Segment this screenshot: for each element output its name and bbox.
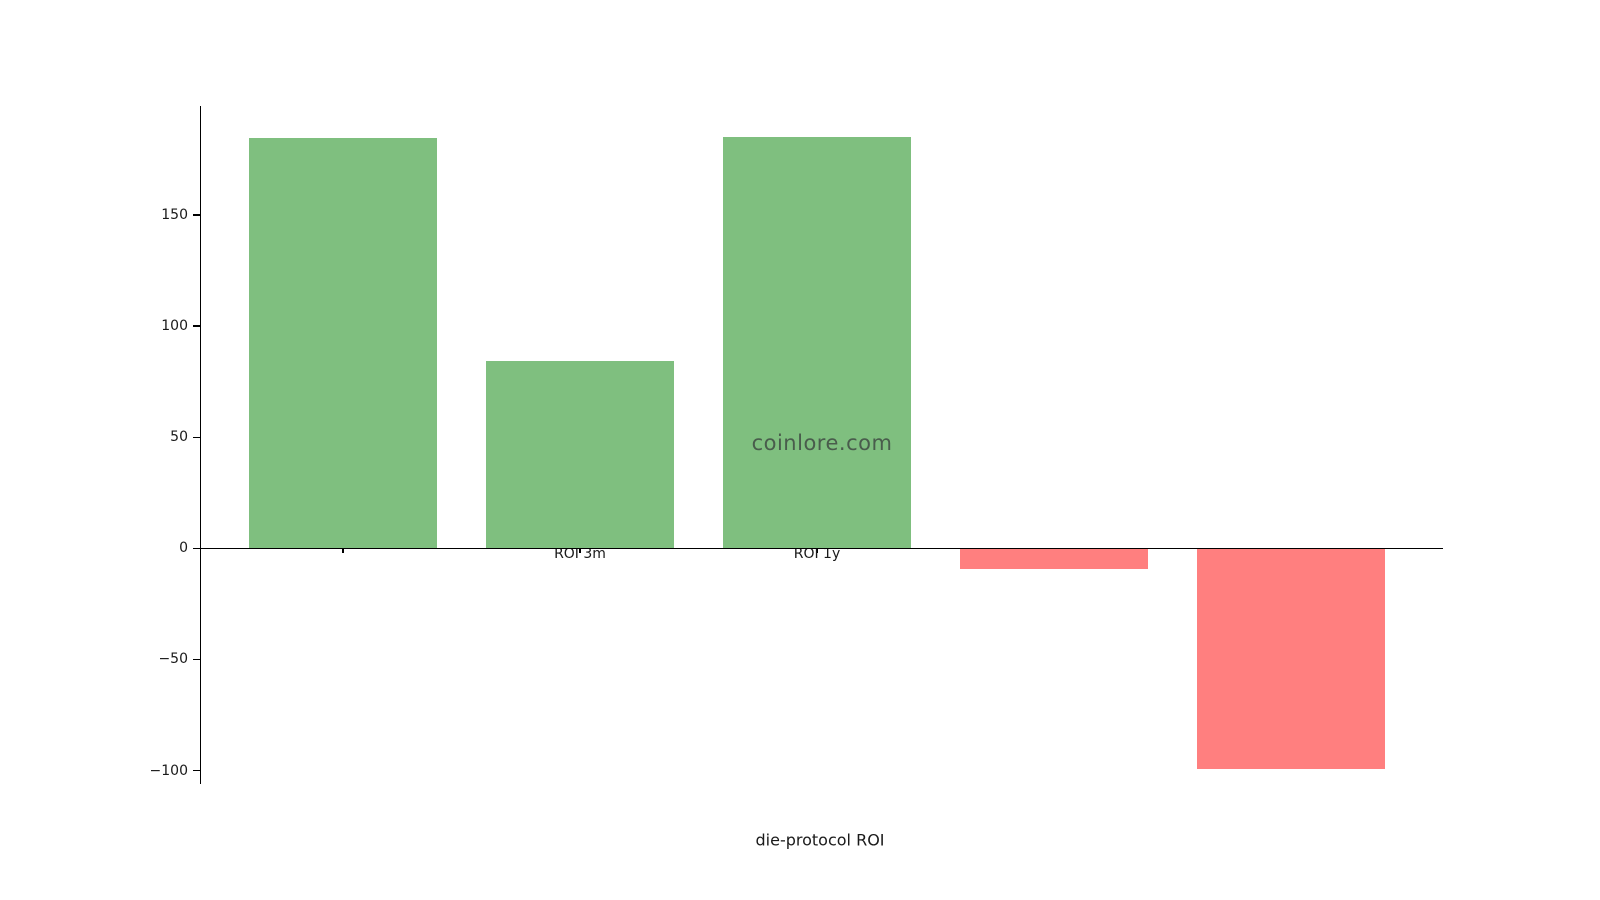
x-tick-label: ROI 1y: [793, 546, 841, 563]
y-tick-mark: [192, 325, 200, 327]
roi-bar-1: [249, 137, 437, 549]
x-tick-mark: [579, 548, 581, 554]
roi-bar-4: [960, 548, 1148, 570]
chart-xlabel: die-protocol ROI: [755, 830, 885, 850]
roi-bar-2: [486, 361, 674, 549]
y-tick-mark: [192, 547, 200, 549]
y-tick-label: 150: [161, 206, 188, 223]
y-tick-label: 100: [161, 318, 188, 335]
y-tick-label: −50: [158, 651, 188, 668]
x-tick-mark: [342, 548, 344, 554]
y-tick-label: −100: [149, 762, 188, 779]
y-tick-mark: [192, 436, 200, 438]
x-tick-mark: [816, 548, 818, 554]
x-tick-label: ROI 3m: [554, 546, 606, 563]
roi-bar-5: [1197, 548, 1385, 770]
y-tick-mark: [192, 658, 200, 661]
y-tick-label: 50: [170, 429, 188, 446]
roi-bar-3: [723, 136, 911, 549]
y-axis-spine: [199, 106, 201, 784]
y-tick-label: 0: [179, 540, 188, 557]
y-tick-mark: [192, 769, 200, 772]
y-tick-mark: [192, 214, 200, 216]
watermark-text: coinlore.com: [751, 431, 893, 455]
x-axis-zero-line: [199, 547, 1443, 549]
